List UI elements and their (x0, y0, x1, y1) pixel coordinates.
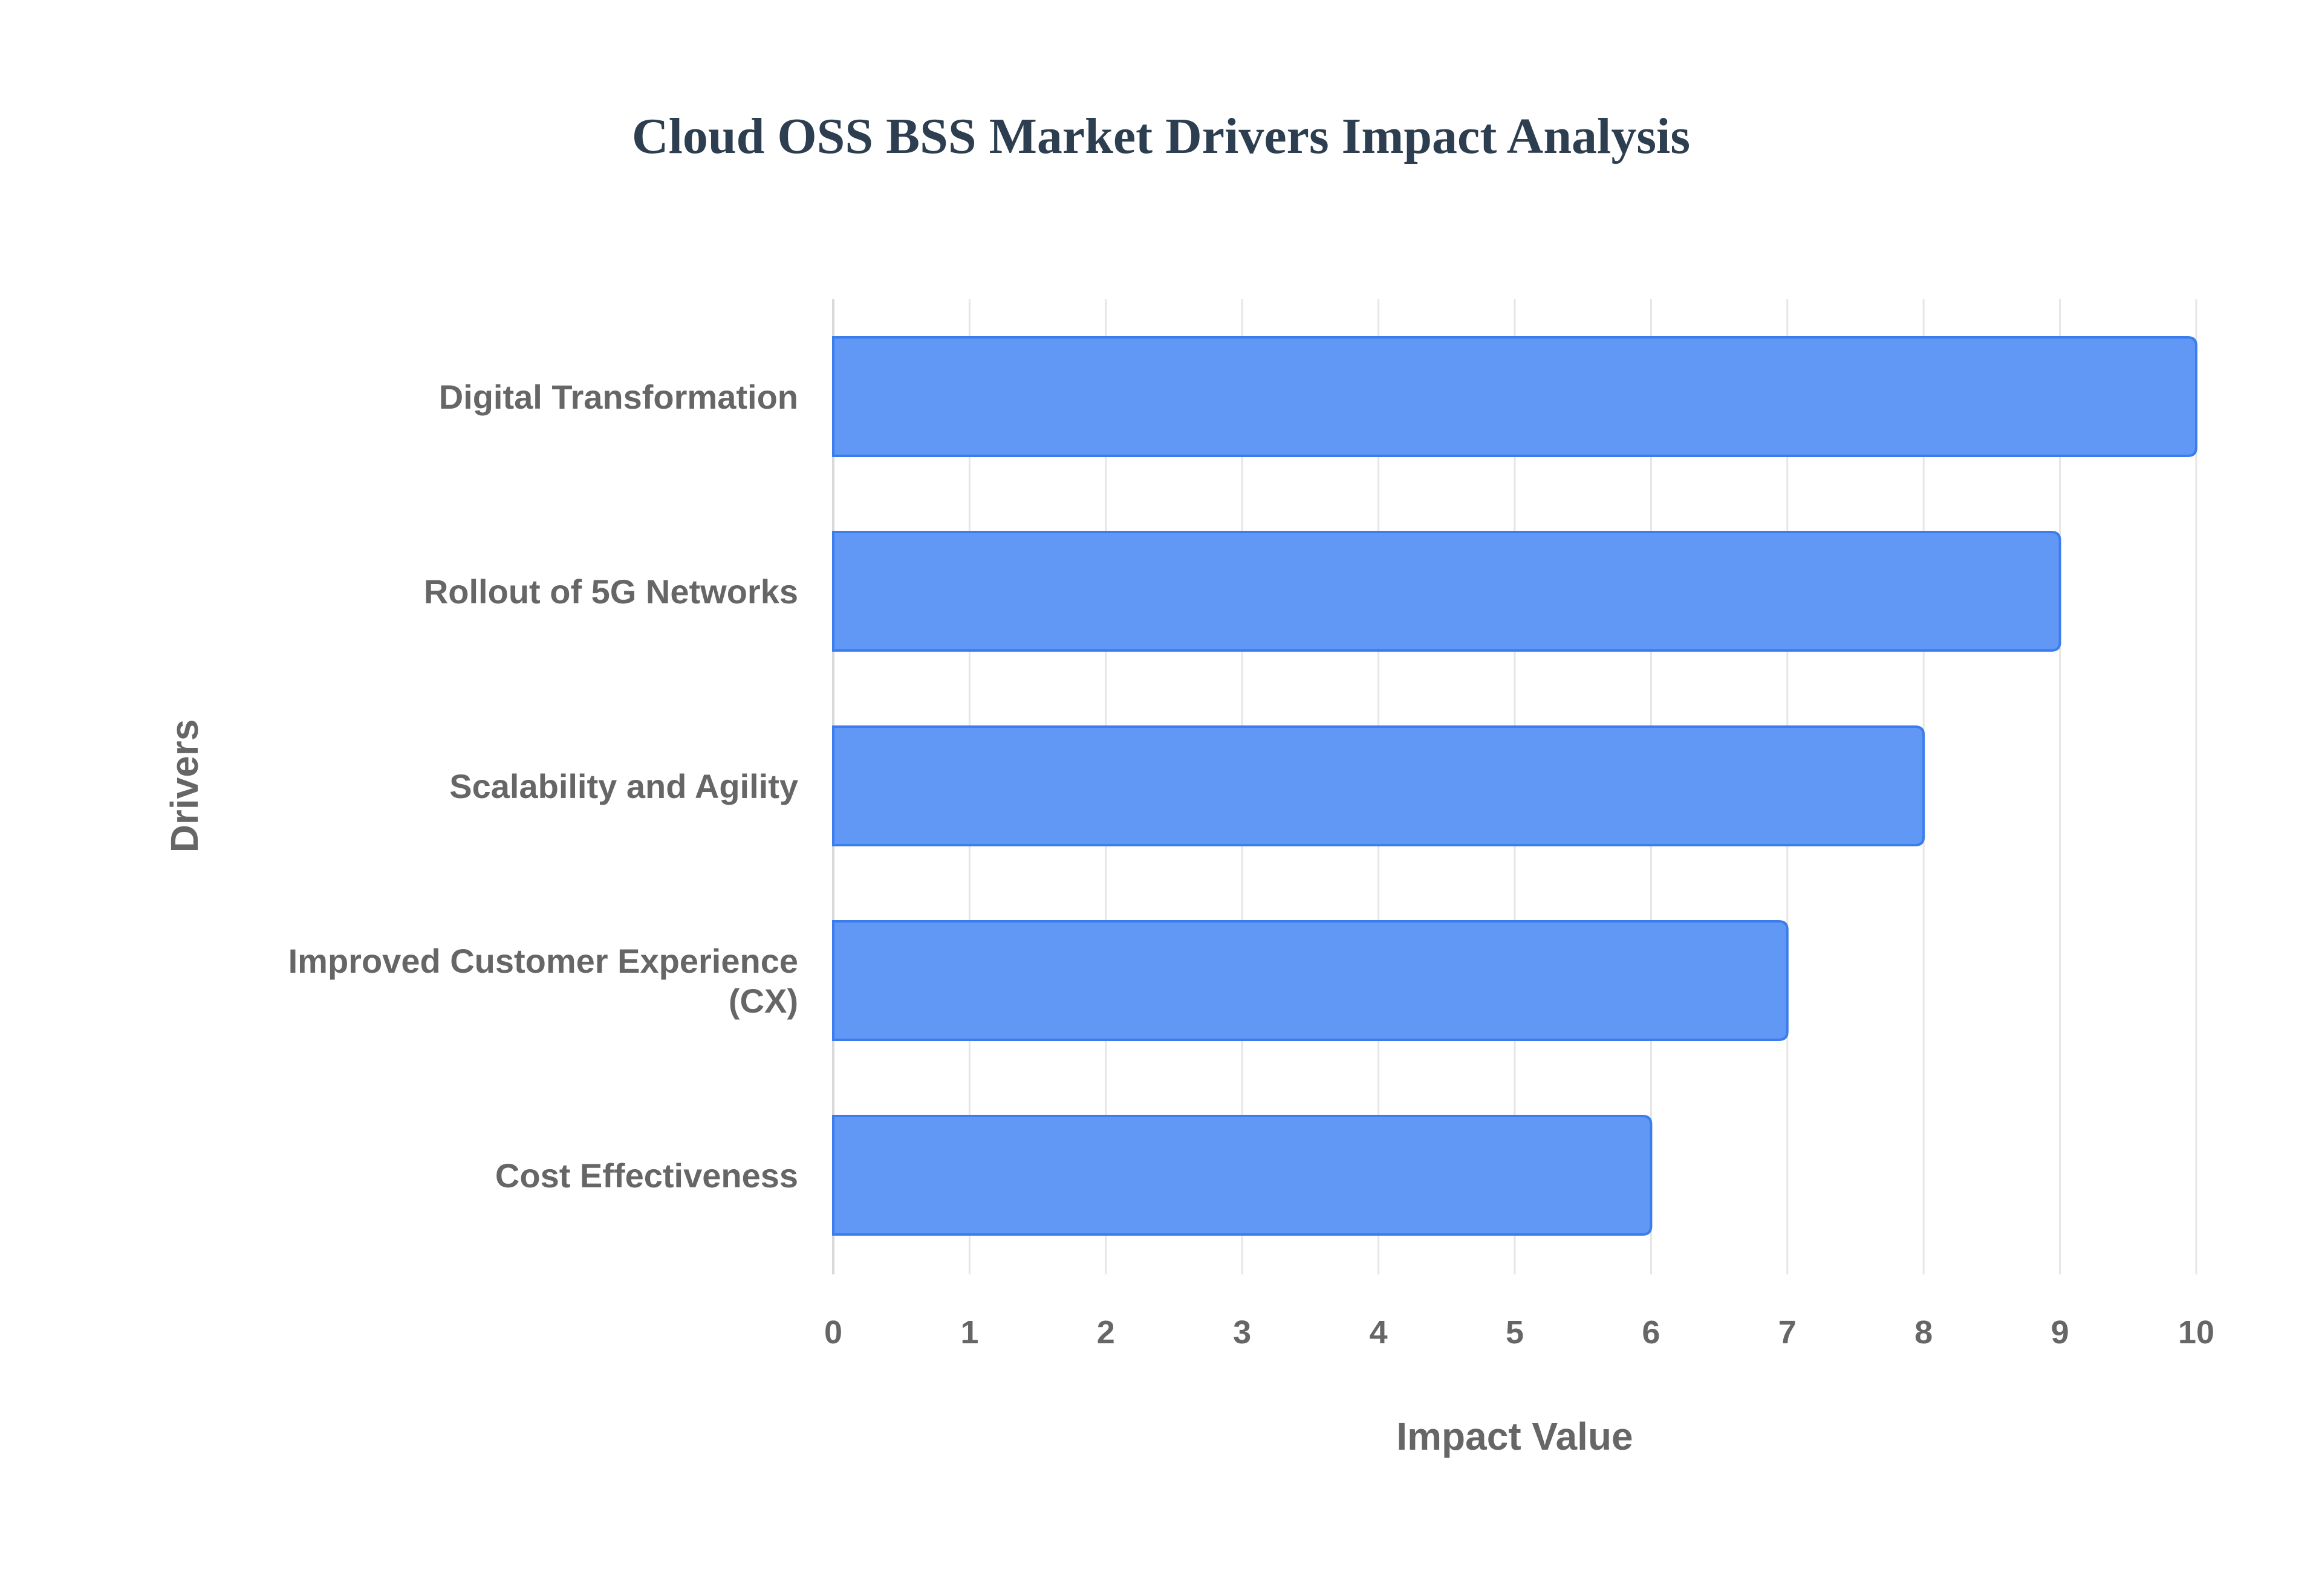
x-tick-label: 7 (1778, 1314, 1797, 1351)
x-tick-label: 10 (2178, 1314, 2214, 1351)
bar (832, 336, 2197, 457)
bar (832, 531, 2061, 652)
bar (832, 920, 1789, 1041)
x-tick-label: 2 (1097, 1314, 1115, 1351)
x-tick-label: 4 (1370, 1314, 1388, 1351)
bar (832, 725, 1925, 846)
x-tick-label: 8 (1914, 1314, 1933, 1351)
bars (832, 336, 2197, 1236)
category-label: Cost Effectiveness (495, 1156, 798, 1195)
bar (832, 1115, 1653, 1236)
category-label: Scalability and Agility (449, 767, 798, 805)
x-tick-label: 0 (824, 1314, 842, 1351)
category-label: Rollout of 5G Networks (424, 573, 798, 611)
x-tick-label: 9 (2051, 1314, 2069, 1351)
x-axis-title: Impact Value (1396, 1415, 1633, 1458)
x-tick-labels: 0 1 2 3 4 5 6 7 8 9 10 (824, 1314, 2214, 1351)
category-label: Digital Transformation (439, 378, 798, 416)
category-label: (CX) (729, 982, 798, 1020)
x-tick-label: 1 (960, 1314, 978, 1351)
y-axis-title: Drivers (163, 719, 206, 853)
chart-title: Cloud OSS BSS Market Drivers Impact Anal… (631, 108, 1691, 164)
category-label: Improved Customer Experience (288, 942, 798, 980)
x-tick-label: 6 (1642, 1314, 1660, 1351)
category-labels: Digital Transformation Rollout of 5G Netw… (288, 378, 798, 1195)
x-tick-label: 5 (1506, 1314, 1524, 1351)
x-tick-label: 3 (1233, 1314, 1251, 1351)
